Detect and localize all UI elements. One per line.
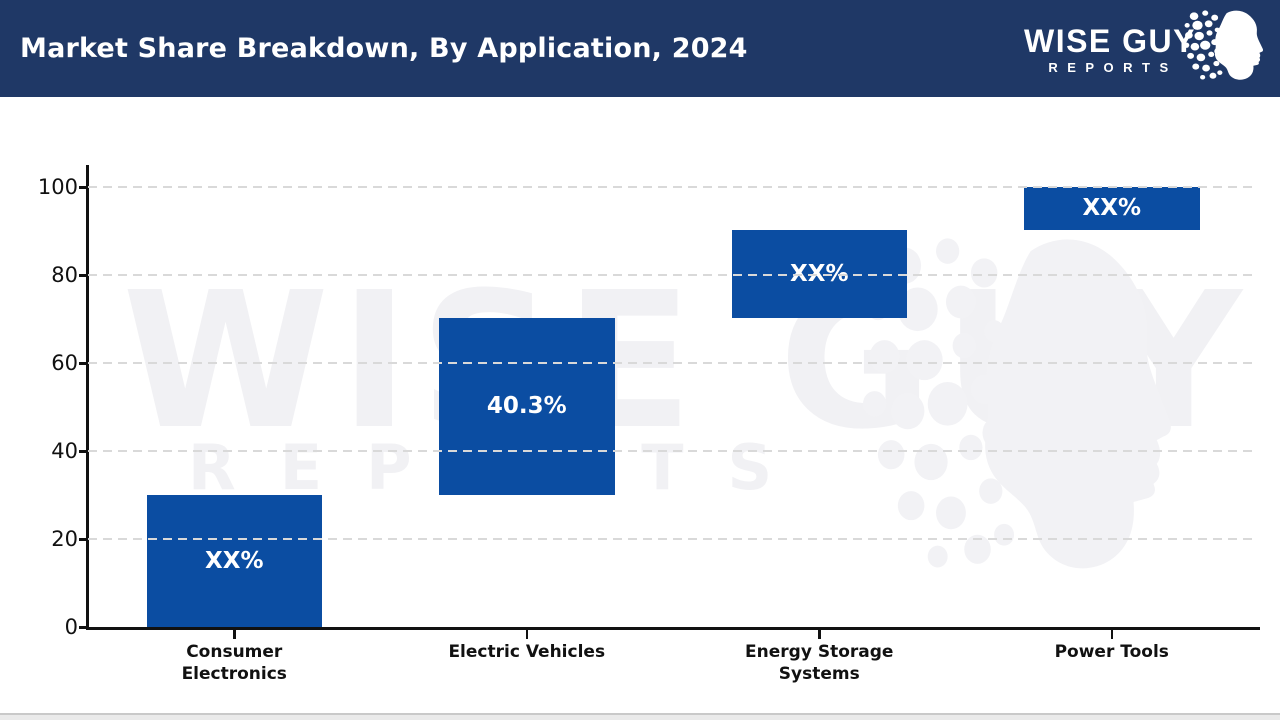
header: Market Share Breakdown, By Application, … [0, 0, 1280, 97]
x-tick-mark [525, 630, 529, 639]
y-tick-mark [79, 362, 88, 365]
logo-wordmark-line1: WISE GUY [1023, 23, 1196, 59]
bar-value-label: 40.3% [486, 393, 567, 420]
y-tick-label: 100 [37, 175, 78, 199]
y-axis-line [86, 165, 89, 630]
bar-value-label: XX% [789, 260, 849, 287]
x-axis-line [86, 627, 1260, 630]
gridline [88, 274, 1258, 276]
y-tick-label: 60 [51, 351, 78, 375]
bar-segment: XX% [146, 495, 322, 627]
y-tick-label: 80 [51, 263, 78, 287]
category-label: Consumer Electronics [181, 642, 287, 685]
x-tick-mark [818, 630, 821, 639]
y-tick-label: 0 [64, 615, 78, 639]
bar-segment: XX% [731, 229, 907, 318]
y-tick-mark [79, 274, 88, 277]
y-tick-label: 20 [51, 527, 78, 551]
bottom-strip [0, 713, 1280, 720]
bar-value-label: XX% [204, 548, 264, 574]
bar-segment: XX% [1024, 187, 1200, 230]
gridline [88, 450, 1258, 452]
bar-value-label: XX% [1082, 195, 1141, 222]
logo-wordmark: WISE GUY REPORTS [1024, 23, 1196, 75]
brand-logo: WISE GUY REPORTS [1024, 7, 1268, 91]
x-tick-mark [1110, 630, 1114, 639]
category-label: Energy Storage Systems [745, 642, 894, 685]
bar-segment: 40.3% [439, 317, 615, 495]
page-title: Market Share Breakdown, By Application, … [20, 33, 748, 64]
logo-wordmark-line2: REPORTS [1048, 60, 1178, 75]
y-tick-mark [79, 538, 88, 541]
x-tick-mark [233, 630, 236, 639]
category-label: Electric Vehicles [448, 642, 606, 662]
category-label: Power Tools [1054, 642, 1169, 662]
y-tick-mark [79, 626, 88, 629]
gridline [88, 362, 1258, 364]
gridline [88, 538, 1258, 540]
y-tick-label: 40 [51, 439, 78, 463]
y-tick-mark [79, 186, 88, 189]
gridline [88, 186, 1258, 188]
y-tick-mark [79, 450, 88, 453]
